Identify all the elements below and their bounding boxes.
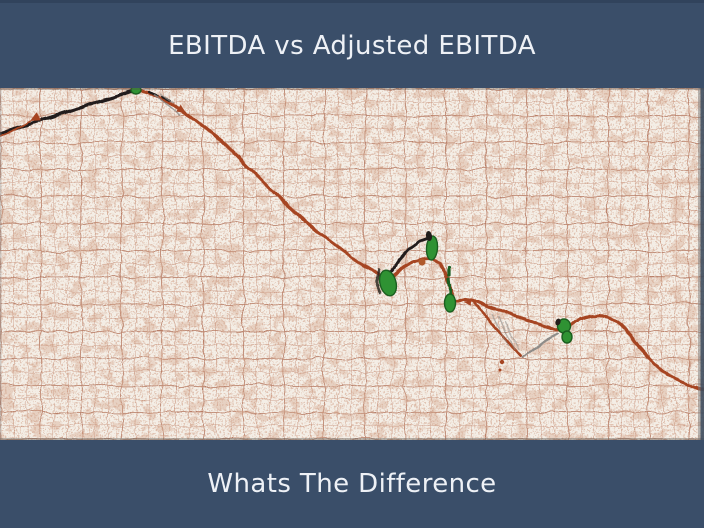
series-gray-shade-2	[498, 316, 516, 350]
chart-markers	[30, 88, 573, 372]
green-blob-right-b-marker	[561, 330, 573, 344]
series-gray-scribble-peak-2	[160, 93, 175, 104]
series-red-tail-left	[0, 120, 31, 137]
caption-banner: Whats The Difference	[0, 440, 704, 528]
green-blob-mid-high-marker	[425, 235, 439, 261]
green-blob-mid-low-marker	[378, 269, 398, 297]
series-gray-shade-3	[504, 321, 520, 350]
graph-paper-texture	[0, 88, 704, 440]
series-gray-shade-1	[491, 313, 509, 346]
series-gray-scribble-peak-1	[154, 94, 181, 116]
title-banner: EBITDA vs Adjusted EBITDA	[0, 0, 704, 88]
red-speck-b-marker	[498, 368, 502, 372]
green-blob-dash-end-marker	[443, 293, 457, 313]
series-black-smudge-blob	[374, 268, 382, 294]
series-gray-recovery	[521, 332, 560, 359]
dark-cap-mid-high-marker	[425, 231, 433, 241]
red-arrow-descent-arrowhead	[176, 104, 186, 113]
red-arrow-kink-arrowhead	[464, 299, 472, 306]
series-red-main	[138, 88, 704, 392]
sketch-line-chart	[0, 88, 704, 440]
chart-strokes	[0, 88, 704, 392]
page-title: EBITDA vs Adjusted EBITDA	[168, 30, 536, 61]
paper-edge-shading	[0, 88, 704, 440]
orange-node-dot-marker	[418, 258, 426, 266]
chart-panel	[0, 88, 704, 440]
red-speck-a-marker	[499, 359, 505, 365]
green-marker-peak-marker	[130, 88, 142, 95]
red-arrow-left-arrowhead	[30, 112, 41, 121]
series-green-dash-2	[447, 277, 452, 288]
caption-text: Whats The Difference	[207, 469, 497, 499]
series-black-arc-mid	[389, 236, 431, 274]
dark-cap-right-marker	[555, 318, 561, 326]
